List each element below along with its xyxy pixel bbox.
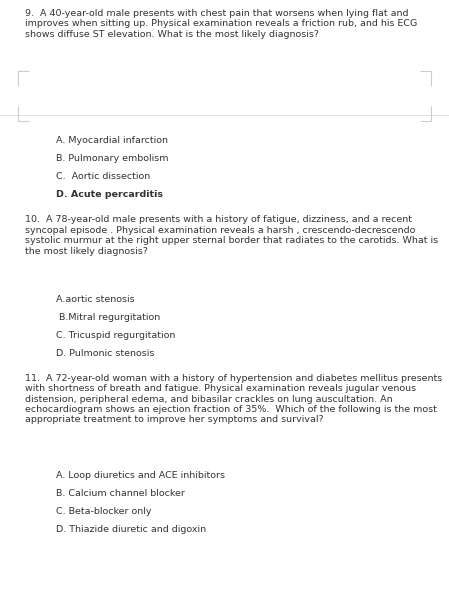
Text: 10.  A 78-year-old male presents with a history of fatigue, dizziness, and a rec: 10. A 78-year-old male presents with a h…	[25, 215, 438, 256]
Text: D. Pulmonic stenosis: D. Pulmonic stenosis	[56, 349, 154, 358]
Text: B. Calcium channel blocker: B. Calcium channel blocker	[56, 489, 185, 498]
Text: B.Mitral regurgitation: B.Mitral regurgitation	[56, 313, 160, 322]
Text: A.aortic stenosis: A.aortic stenosis	[56, 295, 135, 304]
Text: D. Acute percarditis: D. Acute percarditis	[56, 190, 163, 199]
Text: B. Pulmonary embolism: B. Pulmonary embolism	[56, 154, 169, 163]
Text: 9.  A 40-year-old male presents with chest pain that worsens when lying flat and: 9. A 40-year-old male presents with ches…	[25, 9, 417, 39]
Text: C. Tricuspid regurgitation: C. Tricuspid regurgitation	[56, 331, 176, 340]
Text: C.  Aortic dissection: C. Aortic dissection	[56, 172, 150, 181]
Text: A. Loop diuretics and ACE inhibitors: A. Loop diuretics and ACE inhibitors	[56, 471, 225, 480]
Text: 11.  A 72-year-old woman with a history of hypertension and diabetes mellitus pr: 11. A 72-year-old woman with a history o…	[25, 374, 442, 424]
Text: D. Thiazide diuretic and digoxin: D. Thiazide diuretic and digoxin	[56, 525, 206, 534]
Text: C. Beta-blocker only: C. Beta-blocker only	[56, 507, 152, 516]
Text: A. Myocardial infarction: A. Myocardial infarction	[56, 136, 168, 145]
